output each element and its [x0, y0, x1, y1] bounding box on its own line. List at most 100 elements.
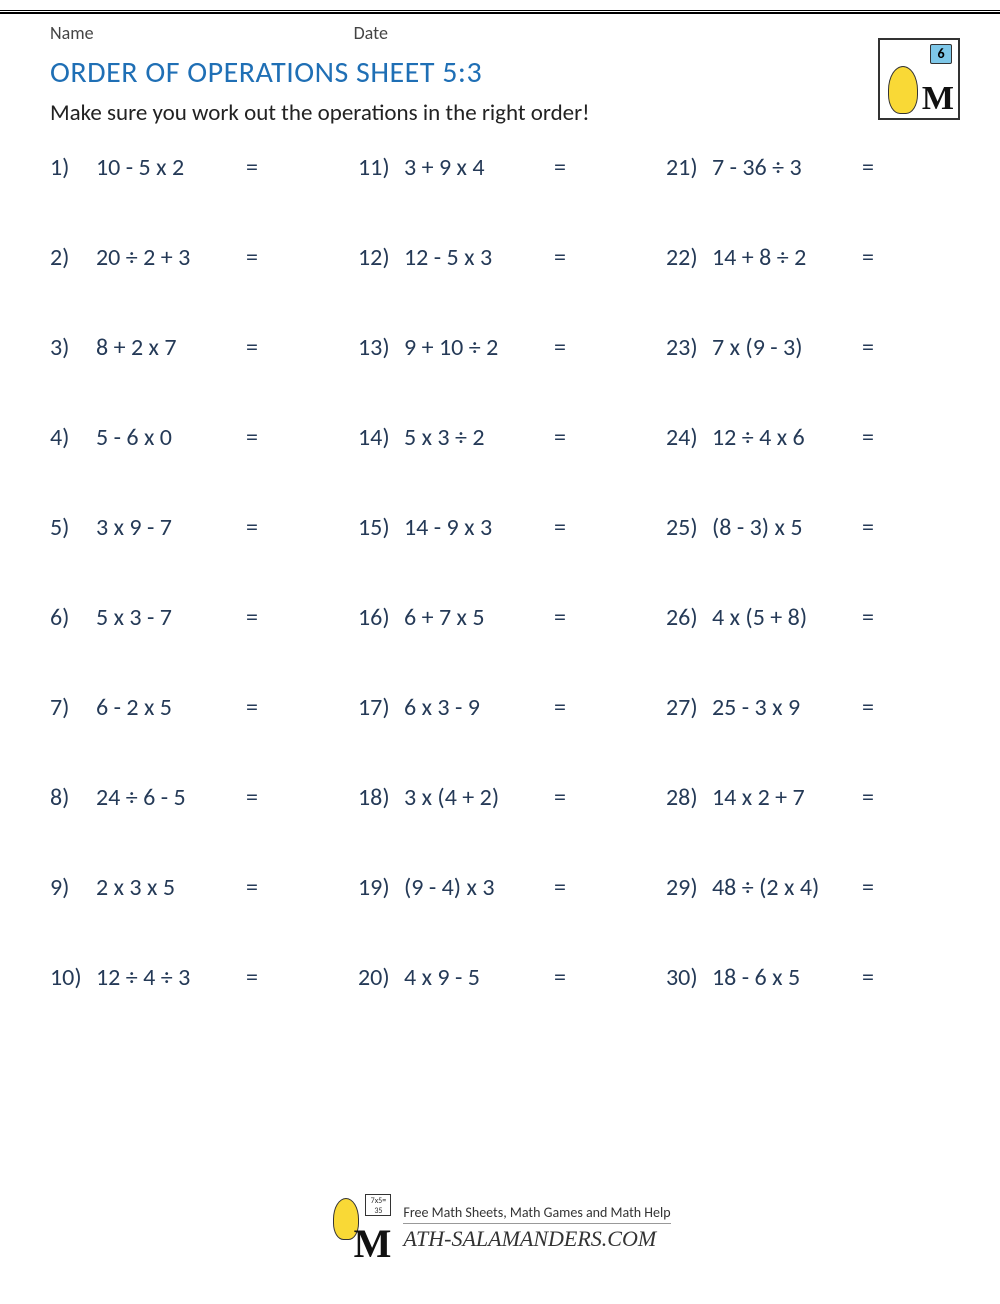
problem-number: 11)	[358, 153, 404, 182]
problem-equals: =	[246, 963, 270, 992]
problem-expression: 4 x 9 - 5	[404, 963, 554, 992]
problem-number: 15)	[358, 513, 404, 542]
problem-row: 3)8 + 2 x 7=	[50, 333, 344, 423]
problem-number: 16)	[358, 603, 404, 632]
problem-number: 10)	[50, 963, 96, 992]
problem-equals: =	[862, 153, 886, 182]
problem-number: 25)	[666, 513, 712, 542]
problem-expression: 12 ÷ 4 ÷ 3	[96, 963, 246, 992]
problem-expression: 18 - 6 x 5	[712, 963, 862, 992]
problem-row: 13)9 + 10 ÷ 2=	[358, 333, 652, 423]
footer-logo: 7x5=35 M	[329, 1192, 391, 1264]
problem-number: 18)	[358, 783, 404, 812]
worksheet-title: ORDER OF OPERATIONS SHEET 5:3	[50, 54, 960, 91]
problem-row: 1)10 - 5 x 2=	[50, 153, 344, 243]
problem-equals: =	[862, 243, 886, 272]
problem-equals: =	[862, 963, 886, 992]
problem-row: 14)5 x 3 ÷ 2=	[358, 423, 652, 513]
problem-number: 6)	[50, 603, 96, 632]
problem-equals: =	[554, 693, 578, 722]
problem-row: 29)48 ÷ (2 x 4)=	[666, 873, 960, 963]
problem-number: 26)	[666, 603, 712, 632]
problem-expression: 25 - 3 x 9	[712, 693, 862, 722]
problem-row: 12)12 - 5 x 3=	[358, 243, 652, 333]
header-row: Name Date	[50, 22, 960, 44]
problem-row: 9)2 x 3 x 5=	[50, 873, 344, 963]
problem-number: 27)	[666, 693, 712, 722]
problem-number: 9)	[50, 873, 96, 902]
problem-equals: =	[554, 423, 578, 452]
problem-equals: =	[554, 153, 578, 182]
problem-number: 21)	[666, 153, 712, 182]
problem-row: 20)4 x 9 - 5=	[358, 963, 652, 1053]
problem-row: 11)3 + 9 x 4=	[358, 153, 652, 243]
name-label: Name	[50, 22, 94, 44]
problem-equals: =	[862, 873, 886, 902]
problem-expression: 12 - 5 x 3	[404, 243, 554, 272]
problem-expression: 5 x 3 - 7	[96, 603, 246, 632]
problem-expression: 3 x 9 - 7	[96, 513, 246, 542]
problem-equals: =	[554, 603, 578, 632]
problem-expression: 3 x (4 + 2)	[404, 783, 554, 812]
problem-equals: =	[554, 513, 578, 542]
problem-row: 4)5 - 6 x 0=	[50, 423, 344, 513]
date-label: Date	[354, 22, 388, 44]
salamander-icon	[888, 66, 918, 114]
problem-row: 25)(8 - 3) x 5=	[666, 513, 960, 603]
problem-number: 1)	[50, 153, 96, 182]
problem-number: 13)	[358, 333, 404, 362]
logo-m-icon: M	[922, 82, 954, 116]
footer: 7x5=35 M Free Math Sheets, Math Games an…	[0, 1192, 1000, 1264]
problem-row: 22)14 + 8 ÷ 2=	[666, 243, 960, 333]
problem-row: 27)25 - 3 x 9=	[666, 693, 960, 783]
problem-expression: 3 + 9 x 4	[404, 153, 554, 182]
worksheet-page: Name Date 6 M ORDER OF OPERATIONS SHEET …	[0, 22, 1000, 1053]
problem-row: 10)12 ÷ 4 ÷ 3=	[50, 963, 344, 1053]
problem-expression: 24 ÷ 6 - 5	[96, 783, 246, 812]
problems-grid: 1)10 - 5 x 2=2)20 ÷ 2 + 3=3)8 + 2 x 7=4)…	[50, 153, 960, 1053]
footer-tagline: Free Math Sheets, Math Games and Math He…	[403, 1204, 670, 1224]
problem-equals: =	[246, 693, 270, 722]
problem-expression: 12 ÷ 4 x 6	[712, 423, 862, 452]
problem-expression: 14 - 9 x 3	[404, 513, 554, 542]
problem-number: 22)	[666, 243, 712, 272]
problem-number: 29)	[666, 873, 712, 902]
problem-expression: 7 x (9 - 3)	[712, 333, 862, 362]
problem-number: 23)	[666, 333, 712, 362]
problem-equals: =	[246, 873, 270, 902]
problem-equals: =	[554, 243, 578, 272]
problem-expression: 14 x 2 + 7	[712, 783, 862, 812]
problem-number: 8)	[50, 783, 96, 812]
problem-equals: =	[246, 243, 270, 272]
problem-row: 28)14 x 2 + 7=	[666, 783, 960, 873]
problem-expression: 2 x 3 x 5	[96, 873, 246, 902]
problem-row: 30)18 - 6 x 5=	[666, 963, 960, 1053]
problem-row: 19)(9 - 4) x 3=	[358, 873, 652, 963]
problem-expression: 14 + 8 ÷ 2	[712, 243, 862, 272]
problem-number: 12)	[358, 243, 404, 272]
problem-row: 8)24 ÷ 6 - 5=	[50, 783, 344, 873]
logo-grade-number: 6	[930, 44, 952, 64]
problem-equals: =	[554, 783, 578, 812]
problem-number: 4)	[50, 423, 96, 452]
problem-expression: 6 + 7 x 5	[404, 603, 554, 632]
logo-box: 6 M	[878, 38, 960, 120]
problem-number: 19)	[358, 873, 404, 902]
problem-equals: =	[246, 423, 270, 452]
problem-row: 23)7 x (9 - 3)=	[666, 333, 960, 423]
problem-expression: (9 - 4) x 3	[404, 873, 554, 902]
problem-equals: =	[862, 783, 886, 812]
footer-site: ATH-SALAMANDERS.COM	[403, 1226, 670, 1252]
problem-expression: 6 x 3 - 9	[404, 693, 554, 722]
problem-number: 3)	[50, 333, 96, 362]
problem-row: 2)20 ÷ 2 + 3=	[50, 243, 344, 333]
problem-equals: =	[862, 423, 886, 452]
problem-row: 17)6 x 3 - 9=	[358, 693, 652, 783]
problem-number: 14)	[358, 423, 404, 452]
problem-number: 28)	[666, 783, 712, 812]
problem-expression: 8 + 2 x 7	[96, 333, 246, 362]
problem-expression: 10 - 5 x 2	[96, 153, 246, 182]
problem-number: 17)	[358, 693, 404, 722]
problem-equals: =	[862, 333, 886, 362]
problem-equals: =	[554, 333, 578, 362]
